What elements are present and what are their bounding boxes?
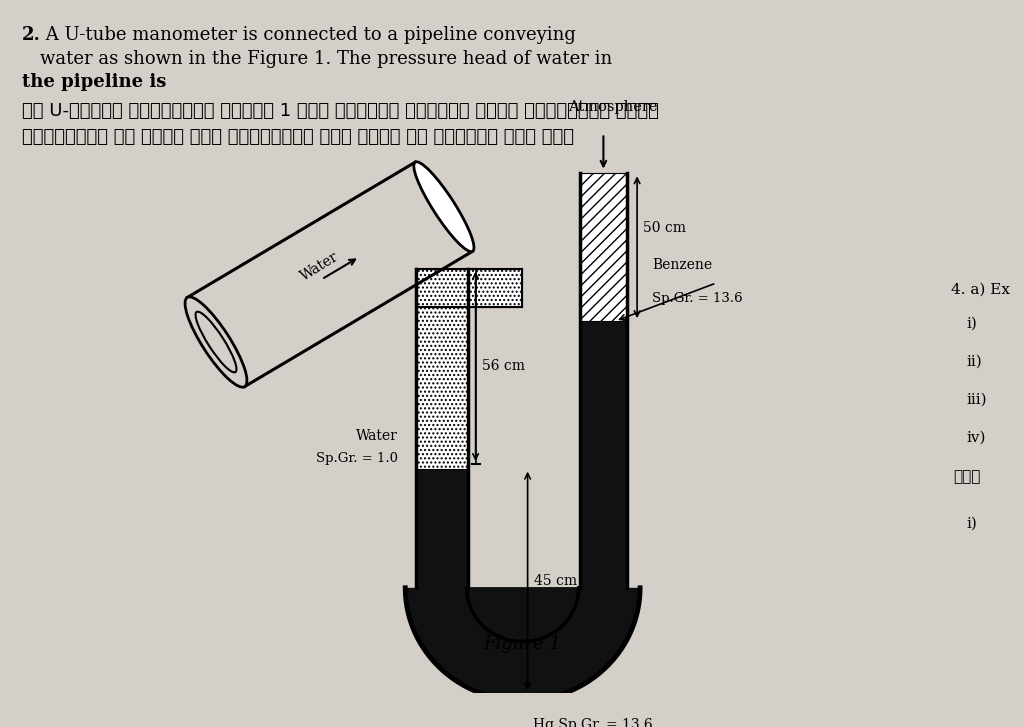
Text: 50 cm: 50 cm: [643, 221, 686, 235]
Text: पाइपलाइन से जुड़ा है। पाइपलाइन में पानी का प्रेशर हेड है।: पाइपलाइन से जुड़ा है। पाइपलाइन में पानी क…: [22, 128, 573, 145]
Polygon shape: [406, 588, 640, 701]
Text: iii): iii): [966, 393, 987, 406]
Text: शब्: शब्: [953, 469, 981, 483]
Text: i): i): [966, 516, 977, 531]
Text: 2.: 2.: [22, 25, 41, 44]
Text: Water: Water: [356, 429, 398, 443]
Text: 56 cm: 56 cm: [481, 359, 524, 373]
Text: Figure 1: Figure 1: [483, 635, 561, 653]
Polygon shape: [416, 269, 468, 469]
Text: i): i): [966, 316, 977, 330]
Text: A U-tube manometer is connected to a pipeline conveying: A U-tube manometer is connected to a pip…: [40, 25, 575, 44]
Polygon shape: [580, 321, 627, 588]
Polygon shape: [580, 173, 627, 321]
Text: Sp.Gr. = 1.0: Sp.Gr. = 1.0: [316, 451, 398, 465]
Text: 45 cm: 45 cm: [534, 574, 577, 588]
Text: Atmosphere: Atmosphere: [568, 100, 658, 114]
Text: iv): iv): [966, 430, 985, 445]
Ellipse shape: [414, 162, 474, 252]
Text: the pipeline is: the pipeline is: [22, 73, 166, 92]
Text: Benzene: Benzene: [652, 257, 712, 271]
Polygon shape: [416, 269, 522, 307]
Text: 4. a) Ex: 4. a) Ex: [951, 283, 1011, 297]
Text: Sp.Gr. = 13.6: Sp.Gr. = 13.6: [652, 292, 742, 305]
Text: एक U-ट्यूब मैनोमीटर चित्र 1 में दर्शाए अनुसार पानी पहुंचाने वाली: एक U-ट्यूब मैनोमीटर चित्र 1 में दर्शाए अ…: [22, 102, 658, 120]
Text: ii): ii): [966, 354, 982, 369]
Text: Water: Water: [299, 250, 342, 284]
Polygon shape: [467, 588, 579, 642]
Text: Hg Sp.Gr. = 13.6: Hg Sp.Gr. = 13.6: [532, 718, 652, 727]
Text: water as shown in the Figure 1. The pressure head of water in: water as shown in the Figure 1. The pres…: [40, 49, 612, 68]
Ellipse shape: [196, 312, 237, 372]
Polygon shape: [416, 469, 468, 588]
Ellipse shape: [185, 297, 247, 387]
